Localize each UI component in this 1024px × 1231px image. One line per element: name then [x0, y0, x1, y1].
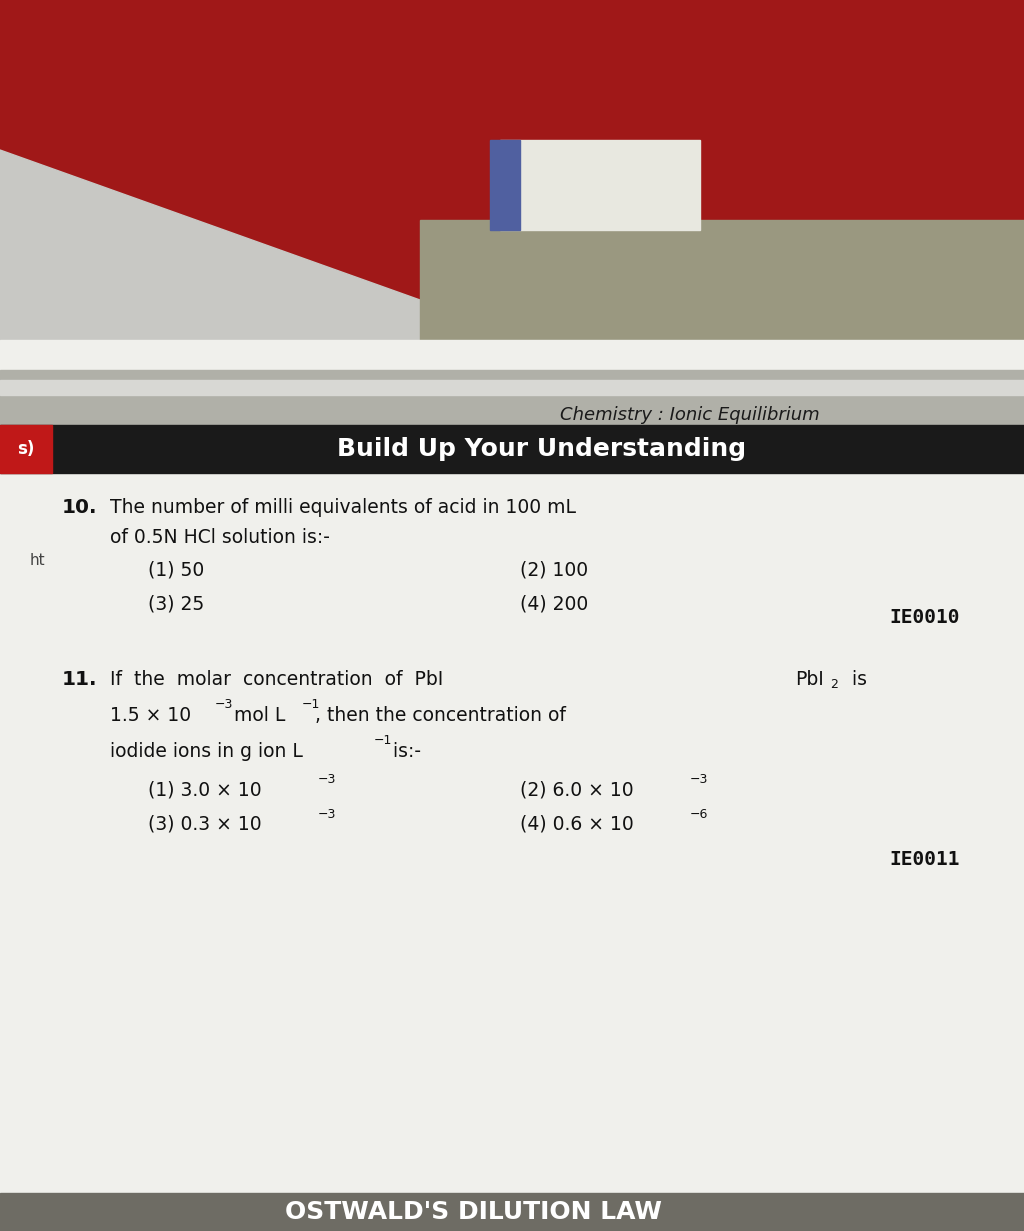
- Bar: [0, 1193, 1024, 1231]
- Text: 2: 2: [830, 678, 838, 691]
- Bar: [0, 380, 1024, 395]
- Text: If  the  molar  concentration  of  PbI: If the molar concentration of PbI: [110, 670, 443, 689]
- Text: (2) 6.0 × 10: (2) 6.0 × 10: [520, 780, 634, 799]
- Text: (1) 50: (1) 50: [148, 560, 204, 579]
- Text: 11.: 11.: [62, 670, 97, 689]
- Text: −3: −3: [690, 773, 709, 787]
- Text: IE0010: IE0010: [890, 608, 961, 627]
- Text: IE0011: IE0011: [890, 849, 961, 869]
- Text: mol L: mol L: [228, 707, 286, 725]
- Text: −1: −1: [302, 698, 321, 712]
- Bar: [0, 340, 1024, 1231]
- Text: iodide ions in g ion L: iodide ions in g ion L: [110, 742, 303, 761]
- Text: 10.: 10.: [62, 499, 97, 517]
- Text: of 0.5N HCl solution is:-: of 0.5N HCl solution is:-: [110, 528, 330, 547]
- Text: (2) 100: (2) 100: [520, 560, 588, 579]
- Text: , then the concentration of: , then the concentration of: [315, 707, 566, 725]
- Text: (3) 0.3 × 10: (3) 0.3 × 10: [148, 815, 261, 833]
- Text: (4) 0.6 × 10: (4) 0.6 × 10: [520, 815, 634, 833]
- Polygon shape: [0, 150, 420, 451]
- Text: s): s): [17, 439, 35, 458]
- Bar: [0, 425, 1024, 473]
- Bar: [490, 140, 520, 230]
- Text: −6: −6: [690, 808, 709, 821]
- Bar: [0, 425, 52, 473]
- Text: ht: ht: [30, 553, 46, 567]
- Polygon shape: [500, 140, 700, 230]
- Text: PbI: PbI: [795, 670, 823, 689]
- Bar: [420, 220, 1024, 451]
- Text: −1: −1: [374, 734, 392, 747]
- Text: Chemistry : Ionic Equilibrium: Chemistry : Ionic Equilibrium: [560, 406, 820, 423]
- Text: The number of milli equivalents of acid in 100 mL: The number of milli equivalents of acid …: [110, 499, 575, 517]
- Text: is:-: is:-: [387, 742, 421, 761]
- Bar: [0, 0, 1024, 451]
- Text: −3: −3: [318, 808, 336, 821]
- Text: Build Up Your Understanding: Build Up Your Understanding: [338, 437, 746, 460]
- Text: −3: −3: [318, 773, 336, 787]
- Text: (4) 200: (4) 200: [520, 595, 588, 613]
- Text: (1) 3.0 × 10: (1) 3.0 × 10: [148, 780, 261, 799]
- Text: is: is: [840, 670, 867, 689]
- Text: (3) 25: (3) 25: [148, 595, 204, 613]
- Text: OSTWALD'S DILUTION LAW: OSTWALD'S DILUTION LAW: [285, 1200, 662, 1224]
- Text: −3: −3: [215, 698, 233, 712]
- Text: 1.5 × 10: 1.5 × 10: [110, 707, 191, 725]
- Bar: [0, 371, 1024, 425]
